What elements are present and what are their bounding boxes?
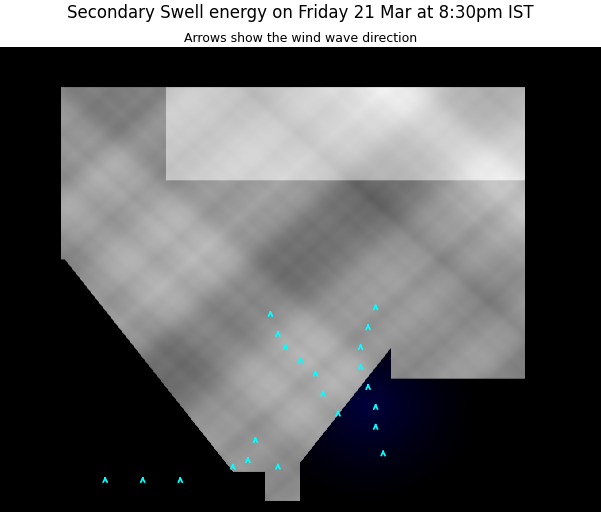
Text: Secondary Swell energy on Friday 21 Mar at 8:30pm IST: Secondary Swell energy on Friday 21 Mar … [67,4,534,22]
Text: Arrows show the wind wave direction: Arrows show the wind wave direction [184,32,417,45]
